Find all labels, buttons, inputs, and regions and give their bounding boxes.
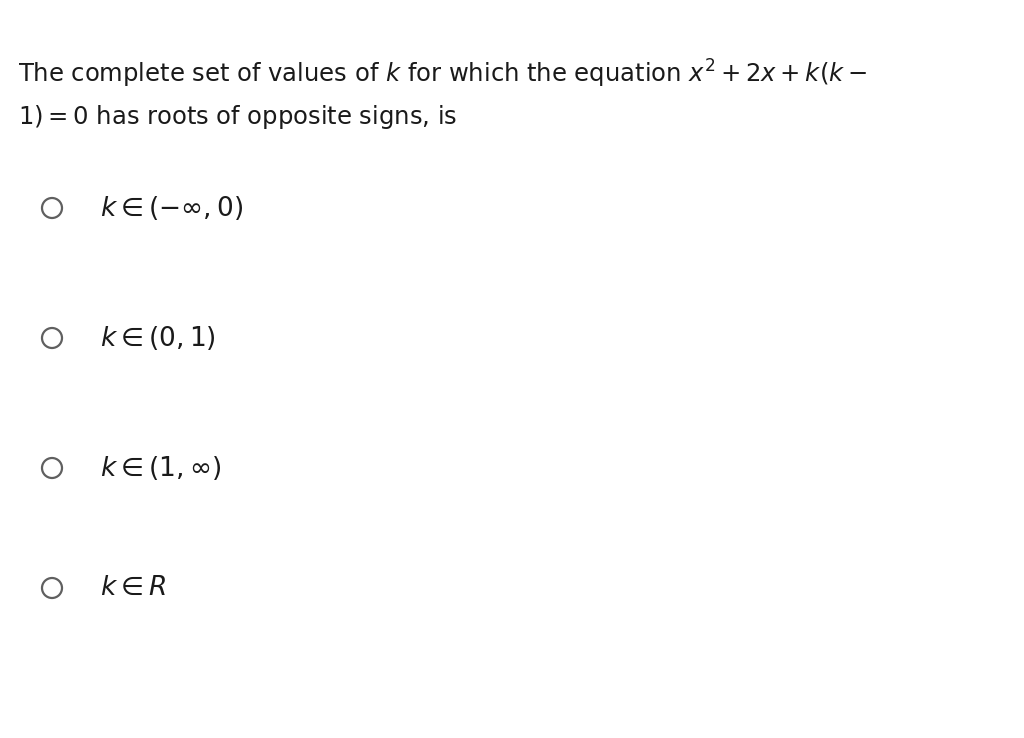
Text: $k \in (1, \infty)$: $k \in (1, \infty)$ [100, 454, 221, 482]
Text: $1) = 0$ has roots of opposite signs, is: $1) = 0$ has roots of opposite signs, is [18, 103, 458, 131]
Text: $k \in (-\infty, 0)$: $k \in (-\infty, 0)$ [100, 194, 243, 222]
Text: The complete set of values of $k$ for which the equation $x^2 + 2x + k(k -$: The complete set of values of $k$ for wh… [18, 58, 867, 90]
Text: $k \in (0, 1)$: $k \in (0, 1)$ [100, 324, 216, 352]
Text: $k \in R$: $k \in R$ [100, 575, 166, 601]
